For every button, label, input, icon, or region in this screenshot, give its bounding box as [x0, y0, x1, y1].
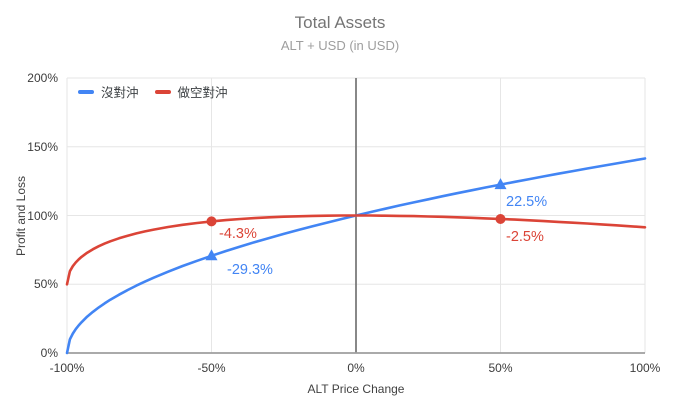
x-tick-100: 100%: [629, 361, 661, 375]
y-tick-200: 200%: [27, 71, 58, 85]
legend-label-short-hedge: 做空對沖: [177, 86, 228, 100]
y-tick-0: 0%: [40, 346, 58, 360]
x-tick-50: 50%: [488, 361, 513, 375]
point-marker-circle: [495, 214, 506, 224]
chart-title: Total Assets: [294, 13, 386, 32]
series-swatch-red: [154, 89, 171, 94]
point-label-red-right: -2.5%: [506, 229, 544, 245]
x-tick-0: 0%: [347, 361, 365, 375]
legend-item-short-hedge[interactable]: 做空對沖: [154, 82, 228, 101]
x-tick-neg100: -100%: [49, 361, 85, 375]
series-line-1: [65, 214, 647, 286]
y-tick-50: 50%: [33, 277, 58, 291]
point-marker-triangle: [494, 178, 507, 190]
x-axis-title: ALT Price Change: [307, 382, 405, 396]
legend-label-no-hedge: 沒對沖: [101, 86, 139, 100]
point-label-red-left: -4.3%: [219, 226, 257, 242]
y-tick-150: 150%: [27, 140, 58, 154]
point-marker-triangle: [205, 249, 218, 261]
series-line-0: [65, 157, 647, 355]
y-tick-100: 100%: [27, 209, 58, 223]
series-swatch-blue: [78, 89, 94, 94]
legend: 沒對沖 做空對沖: [78, 82, 228, 101]
chart-subtitle: ALT + USD (in USD): [280, 38, 400, 53]
point-label-blue-right: 22.5%: [506, 194, 548, 210]
legend-item-no-hedge[interactable]: 沒對沖: [78, 82, 139, 101]
point-label-blue-left: -29.3%: [227, 262, 273, 278]
x-tick-neg50: -50%: [197, 361, 226, 375]
point-marker-circle: [206, 216, 217, 227]
